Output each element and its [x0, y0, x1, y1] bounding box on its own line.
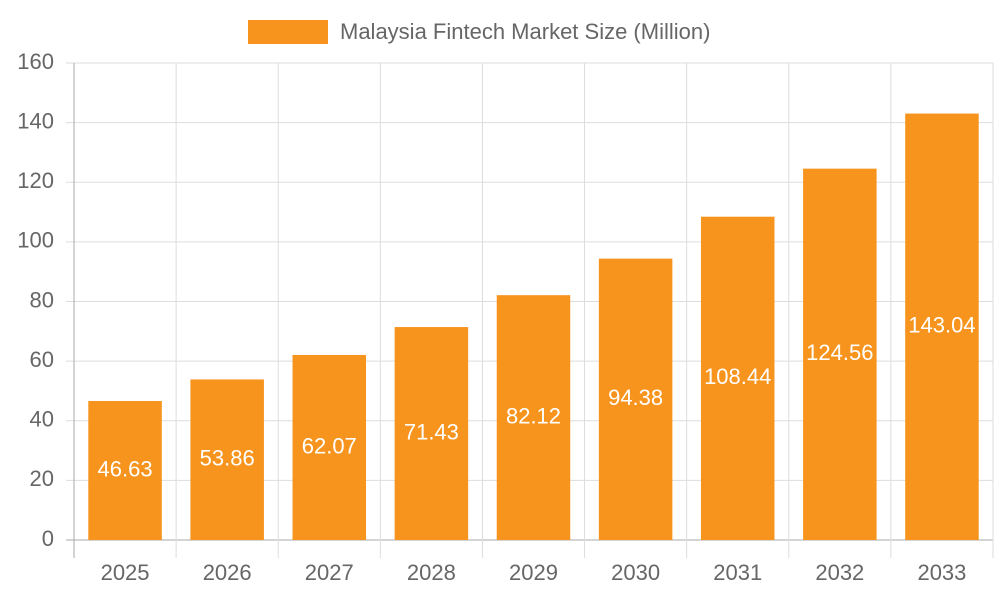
data-label: 46.63 [98, 456, 153, 481]
data-label: 124.56 [806, 340, 873, 365]
x-tick-label: 2026 [203, 560, 252, 585]
bar [190, 379, 264, 540]
x-tick-label: 2033 [917, 560, 966, 585]
y-tick-label: 40 [30, 407, 54, 432]
y-tick-label: 0 [42, 526, 54, 551]
x-tick-label: 2032 [815, 560, 864, 585]
x-tick-label: 2030 [611, 560, 660, 585]
bar [496, 295, 571, 540]
bar [803, 168, 877, 540]
legend-label: Malaysia Fintech Market Size (Million) [340, 19, 710, 44]
y-tick-label: 160 [17, 49, 54, 74]
x-tick-label: 2031 [713, 560, 762, 585]
data-label: 94.38 [608, 385, 663, 410]
y-tick-label: 100 [17, 228, 54, 253]
bar [700, 216, 775, 540]
bar [905, 113, 979, 540]
y-tick-label: 20 [30, 466, 54, 491]
y-tick-label: 60 [30, 347, 54, 372]
y-tick-label: 120 [17, 168, 54, 193]
y-tick-label: 140 [17, 108, 54, 133]
x-tick-label: 2028 [407, 560, 456, 585]
data-label: 143.04 [908, 313, 975, 338]
data-label: 53.86 [200, 446, 255, 471]
y-tick-label: 80 [30, 287, 54, 312]
data-label: 71.43 [404, 419, 459, 444]
data-label: 62.07 [302, 433, 357, 458]
x-tick-label: 2025 [101, 560, 150, 585]
bar [598, 258, 673, 540]
x-tick-label: 2029 [509, 560, 558, 585]
bar [292, 354, 367, 540]
bar [394, 327, 469, 540]
data-label: 108.44 [704, 364, 771, 389]
x-tick-label: 2027 [305, 560, 354, 585]
bar [88, 400, 162, 540]
legend-swatch [248, 20, 328, 44]
data-label: 82.12 [506, 403, 561, 428]
